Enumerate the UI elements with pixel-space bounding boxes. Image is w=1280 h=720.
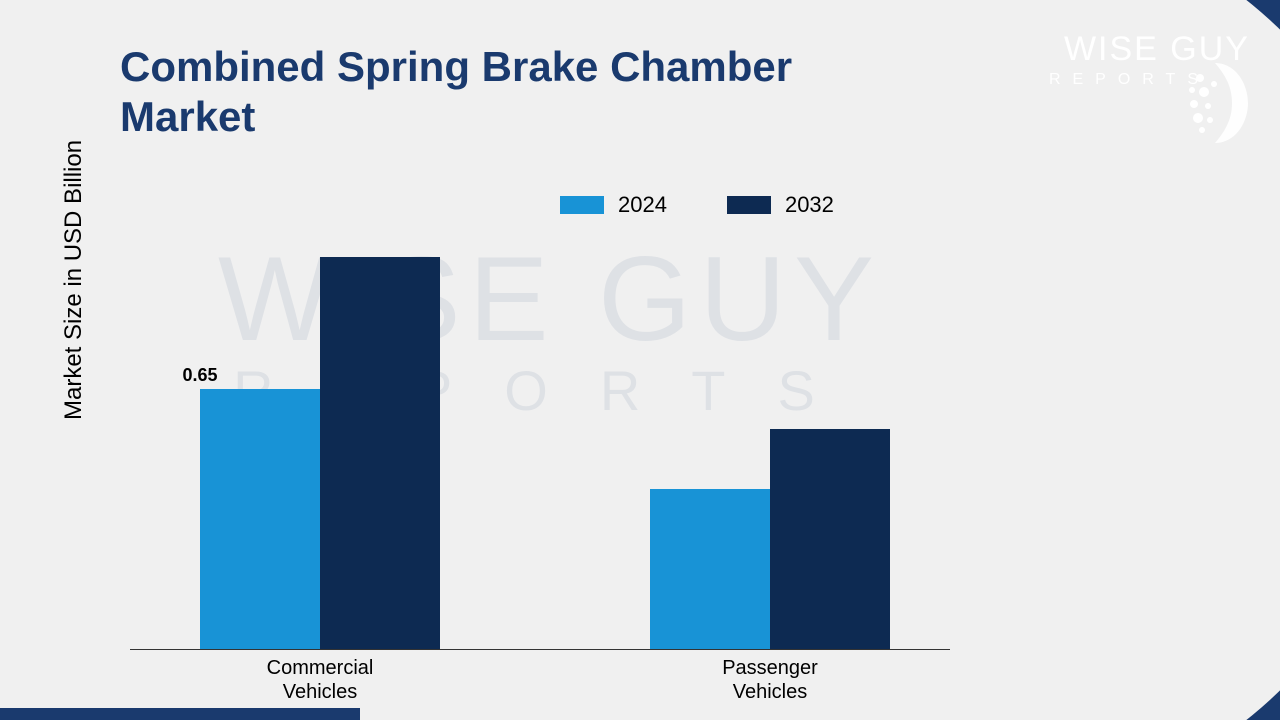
legend-item-2024: 2024 — [560, 192, 667, 218]
legend-label-2024: 2024 — [618, 192, 667, 218]
bar-passenger-2024 — [650, 489, 770, 649]
brand-logo: WISE GUY REPORTS — [1049, 30, 1250, 89]
legend-swatch-2024 — [560, 196, 604, 214]
category-label-commercial: CommercialVehicles — [200, 650, 440, 704]
bar-commercial-2024 — [200, 389, 320, 649]
footer-accent-bar — [0, 708, 360, 720]
bar-label-commercial-2024: 0.65 — [140, 365, 260, 386]
brand-mark-icon — [1180, 58, 1250, 148]
plot-area: 0.65 CommercialVehicles PassengerVehicle… — [130, 250, 950, 650]
legend: 2024 2032 — [560, 192, 834, 218]
legend-item-2032: 2032 — [727, 192, 834, 218]
bar-passenger-2032 — [770, 429, 890, 649]
legend-swatch-2032 — [727, 196, 771, 214]
chart-title: Combined Spring Brake Chamber Market — [120, 42, 880, 143]
legend-label-2032: 2032 — [785, 192, 834, 218]
bar-commercial-2032 — [320, 257, 440, 649]
y-axis-label: Market Size in USD Billion — [60, 140, 88, 420]
canvas: WISE GUY REPORTS WISE GUY REPORTS Combin… — [0, 0, 1280, 720]
category-label-passenger: PassengerVehicles — [650, 650, 890, 704]
